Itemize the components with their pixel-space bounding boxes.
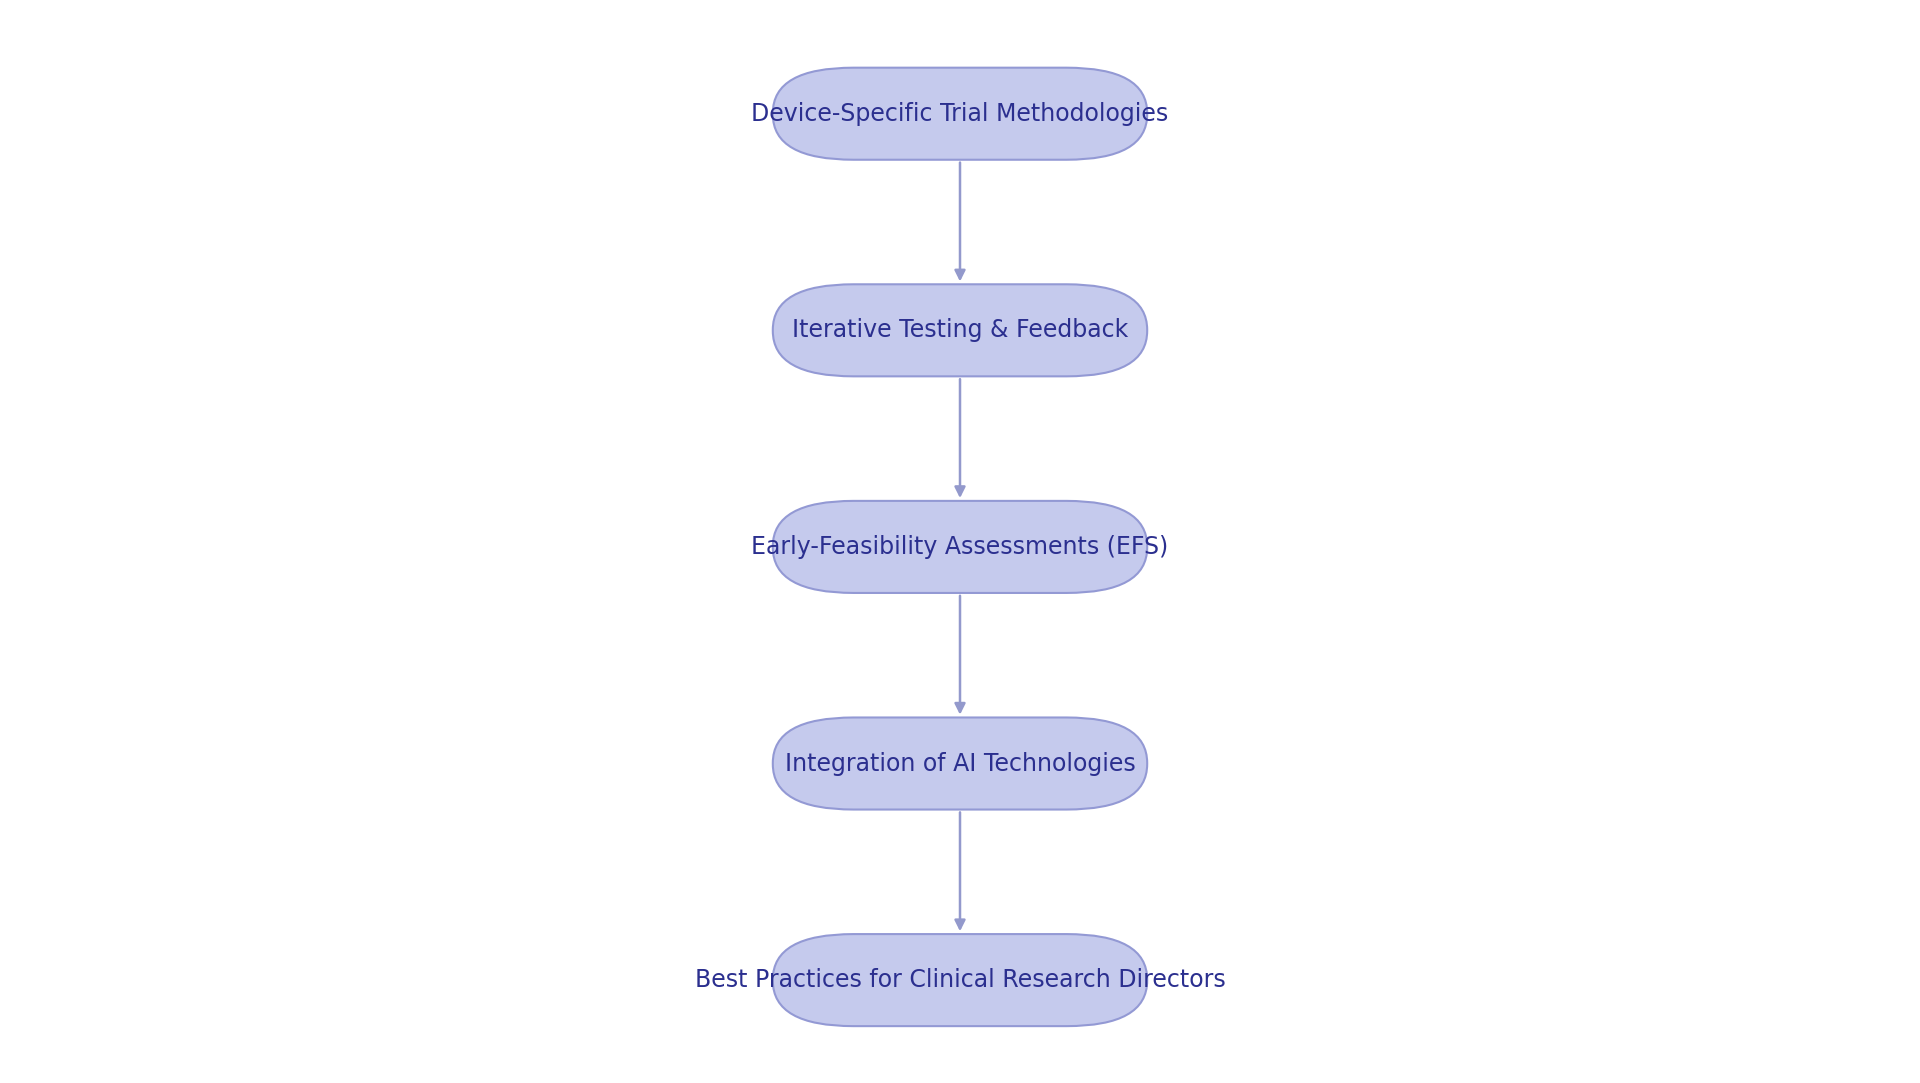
Text: Device-Specific Trial Methodologies: Device-Specific Trial Methodologies [751, 102, 1169, 126]
FancyBboxPatch shape [772, 285, 1148, 377]
Text: Iterative Testing & Feedback: Iterative Testing & Feedback [791, 318, 1129, 342]
FancyBboxPatch shape [772, 934, 1148, 1027]
Text: Early-Feasibility Assessments (EFS): Early-Feasibility Assessments (EFS) [751, 535, 1169, 559]
FancyBboxPatch shape [772, 500, 1148, 593]
FancyBboxPatch shape [772, 717, 1148, 810]
FancyBboxPatch shape [772, 67, 1148, 159]
Text: Best Practices for Clinical Research Directors: Best Practices for Clinical Research Dir… [695, 968, 1225, 992]
Text: Integration of AI Technologies: Integration of AI Technologies [785, 752, 1135, 775]
